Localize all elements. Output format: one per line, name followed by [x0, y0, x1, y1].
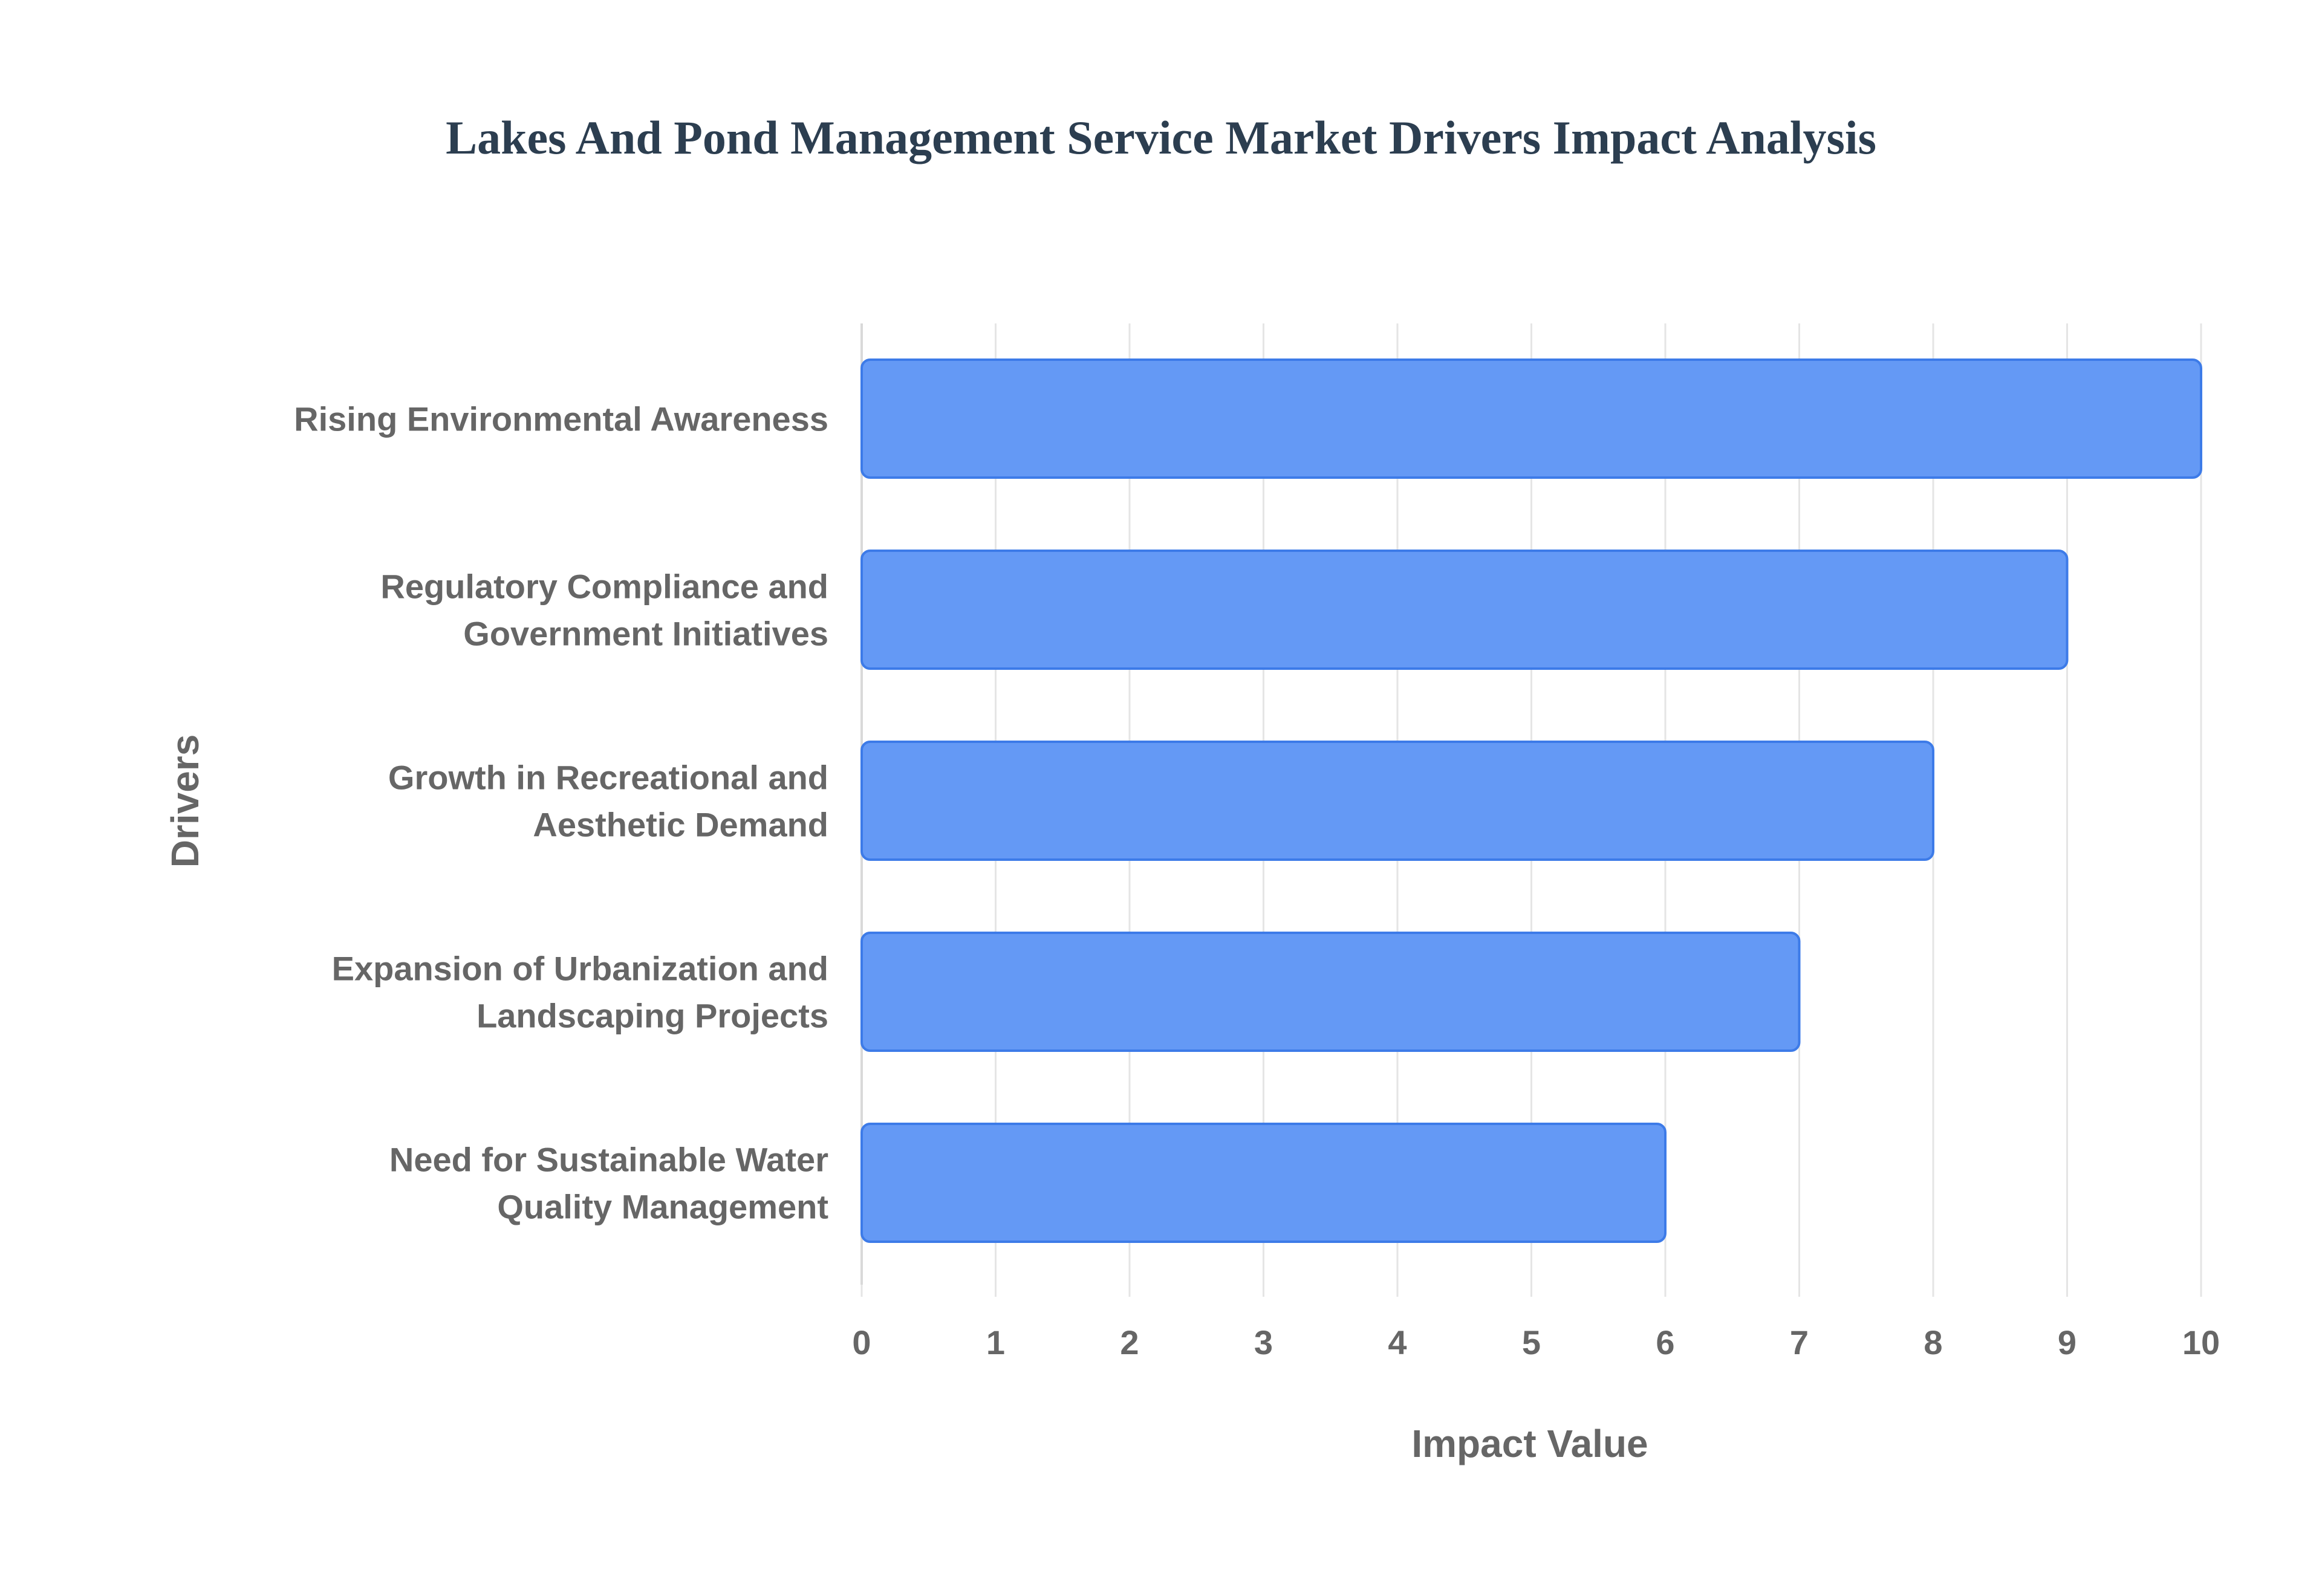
- category-label-line: Landscaping Projects: [476, 997, 828, 1035]
- category-label: Growth in Recreational and Aesthetic Dema…: [388, 759, 828, 844]
- category-label-line: Quality Management: [497, 1188, 828, 1226]
- category-label-line: Need for Sustainable Water: [389, 1141, 828, 1179]
- y-axis-title: Drivers: [163, 735, 207, 868]
- x-tick-label: 1: [986, 1323, 1005, 1361]
- chart-title: Lakes And Pond Management Service Market…: [446, 111, 1876, 164]
- x-tick-label: 3: [1254, 1323, 1273, 1361]
- category-label-line: Regulatory Compliance and: [380, 568, 828, 606]
- category-label-line: Rising Environmental Awareness: [294, 400, 828, 438]
- x-tick-label: 6: [1656, 1323, 1674, 1361]
- category-label: Rising Environmental Awareness: [294, 400, 828, 438]
- category-label-line: Expansion of Urbanization and: [332, 950, 828, 988]
- x-axis-title: Impact Value: [1411, 1422, 1648, 1465]
- category-label-line: Aesthetic Demand: [533, 806, 828, 844]
- x-tick-labels: 0 1 2 3 4 5 6 7 8 9 10: [852, 1323, 2220, 1361]
- category-labels: Rising Environmental Awareness Regulatory…: [294, 400, 828, 1226]
- category-label: Expansion of Urbanization and Landscaping…: [332, 950, 828, 1035]
- x-tick-label: 4: [1388, 1323, 1407, 1361]
- category-label-line: Growth in Recreational and: [388, 759, 828, 797]
- bar: [860, 741, 1934, 861]
- category-label: Need for Sustainable Water Quality Manage…: [389, 1141, 828, 1226]
- bar: [860, 932, 1801, 1052]
- category-label-line: Government Initiatives: [463, 615, 828, 653]
- bar: [860, 358, 2202, 479]
- x-tick-label: 7: [1790, 1323, 1809, 1361]
- x-tick-label: 0: [852, 1323, 871, 1361]
- x-tick-label: 10: [2182, 1323, 2220, 1361]
- bars: [860, 358, 2202, 1243]
- bar: [860, 550, 2069, 670]
- x-tick-label: 9: [2058, 1323, 2076, 1361]
- bar: [860, 1123, 1667, 1243]
- category-label: Regulatory Compliance and Government Init…: [380, 568, 828, 653]
- x-tick-label: 2: [1120, 1323, 1139, 1361]
- x-tick-label: 8: [1924, 1323, 1942, 1361]
- x-tick-label: 5: [1522, 1323, 1541, 1361]
